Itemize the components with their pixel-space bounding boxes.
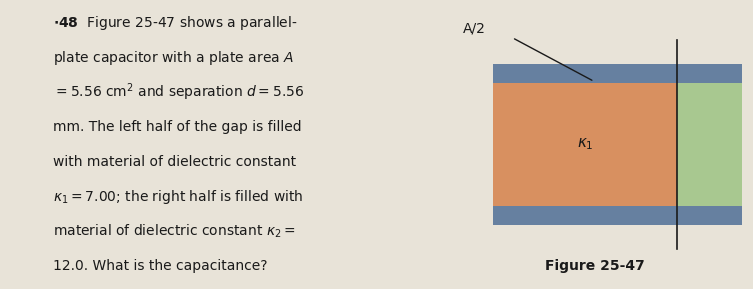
Text: $\kappa_1 = 7.00$; the right half is filled with: $\kappa_1 = 7.00$; the right half is fil…	[53, 188, 303, 205]
Bar	[493, 83, 677, 206]
Text: with material of dielectric constant: with material of dielectric constant	[53, 155, 296, 169]
Text: plate capacitor with a plate area $A$: plate capacitor with a plate area $A$	[53, 49, 294, 67]
Bar	[677, 83, 742, 206]
Text: $\mathbf{\bullet48}$  Figure 25-47 shows a parallel-: $\mathbf{\bullet48}$ Figure 25-47 shows …	[53, 14, 297, 32]
Text: mm. The left half of the gap is filled: mm. The left half of the gap is filled	[53, 120, 301, 134]
Bar	[493, 206, 742, 225]
Text: $\kappa_1$: $\kappa_1$	[577, 137, 593, 152]
Text: A/2: A/2	[463, 22, 486, 36]
Text: 12.0. What is the capacitance?: 12.0. What is the capacitance?	[53, 259, 267, 273]
Text: Figure 25-47: Figure 25-47	[545, 259, 645, 273]
Text: $= 5.56$ cm$^2$ and separation $d = 5.56$: $= 5.56$ cm$^2$ and separation $d = 5.56…	[53, 82, 304, 103]
Text: material of dielectric constant $\kappa_2 =$: material of dielectric constant $\kappa_…	[53, 223, 295, 240]
Bar	[493, 64, 742, 83]
